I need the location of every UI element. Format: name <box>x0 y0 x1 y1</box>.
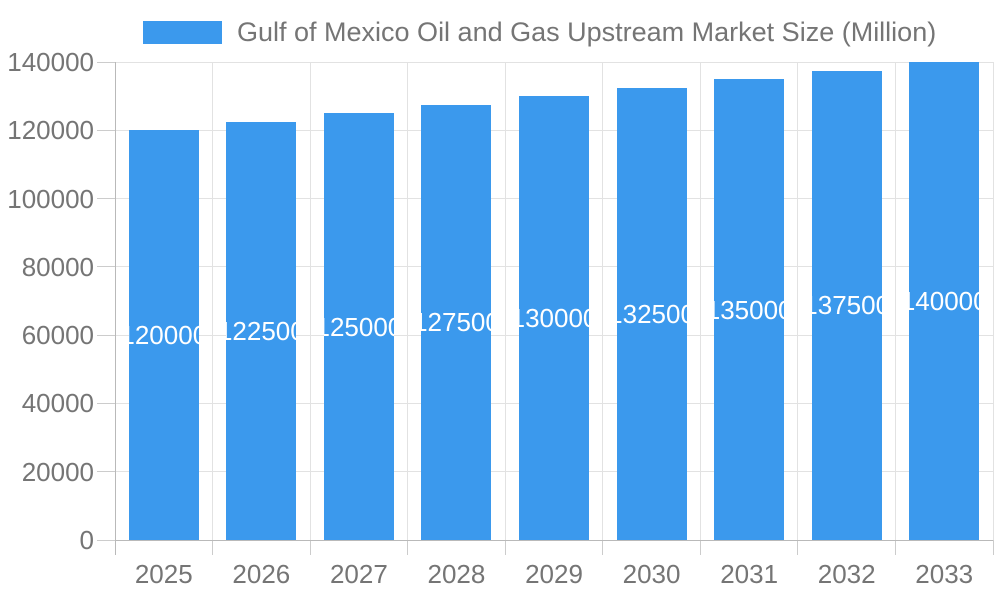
bar-2027[interactable]: 125000 <box>323 113 394 540</box>
y-axis-label: 140000 <box>7 47 94 77</box>
y-axis-tick <box>97 129 115 131</box>
x-axis-tick <box>504 540 506 555</box>
x-axis-label-2030: 2030 <box>622 559 681 589</box>
x-axis-label-2026: 2026 <box>232 559 291 589</box>
bar-2031[interactable]: 135000 <box>714 79 785 540</box>
y-axis-label: 0 <box>79 525 94 555</box>
y-axis-label: 80000 <box>21 251 94 282</box>
bar-2033[interactable]: 140000 <box>909 62 980 540</box>
gridline-vertical <box>212 62 214 540</box>
bar-value-label: 125000 <box>324 311 394 342</box>
bar-2026[interactable]: 122500 <box>226 121 297 540</box>
y-axis-tick <box>97 61 115 63</box>
x-axis-tick <box>797 540 799 555</box>
y-axis-tick <box>97 402 115 404</box>
y-axis-tick <box>97 539 115 541</box>
gridline-vertical <box>894 62 896 540</box>
x-axis-tick <box>894 540 896 555</box>
y-axis-tick <box>97 334 115 336</box>
bar-value-label: 130000 <box>519 303 589 334</box>
y-axis-label: 120000 <box>7 115 94 146</box>
gridline-vertical <box>602 62 604 540</box>
bar-value-label: 135000 <box>714 294 784 325</box>
bar-value-label: 120000 <box>129 320 199 351</box>
x-axis-label-2027: 2027 <box>329 559 388 589</box>
gridline-vertical <box>699 62 701 540</box>
x-axis-label-2029: 2029 <box>525 559 583 589</box>
x-axis-label-2025: 2025 <box>134 559 193 589</box>
x-axis-tick <box>309 540 311 555</box>
y-axis-label: 40000 <box>21 388 94 419</box>
x-axis-label-2031: 2031 <box>720 559 779 589</box>
y-axis-tick <box>97 471 115 473</box>
bar-2032[interactable]: 137500 <box>811 70 882 540</box>
bar-2030[interactable]: 132500 <box>616 87 687 540</box>
bar-2025[interactable]: 120000 <box>128 130 199 540</box>
gridline-vertical <box>309 62 311 540</box>
x-axis-tick <box>699 540 701 555</box>
gridline-vertical <box>797 62 799 540</box>
chart-legend[interactable]: Gulf of Mexico Oil and Gas Upstream Mark… <box>143 18 936 46</box>
x-axis-tick <box>602 540 604 555</box>
x-axis-tick <box>992 540 994 555</box>
legend-color-swatch <box>143 20 222 44</box>
bar-value-label: 132500 <box>617 298 687 329</box>
bar-value-label: 137500 <box>812 290 882 321</box>
legend-series-label: Gulf of Mexico Oil and Gas Upstream Mark… <box>237 17 937 47</box>
gridline-vertical <box>992 62 994 540</box>
y-axis-tick <box>97 266 115 268</box>
bar-value-label: 127500 <box>421 307 491 338</box>
gridline-vertical <box>504 62 506 540</box>
y-axis-tick <box>97 198 115 200</box>
bar-2028[interactable]: 127500 <box>421 104 492 540</box>
x-axis-label-2028: 2028 <box>427 559 486 589</box>
gridline-horizontal <box>115 61 993 63</box>
bar-2029[interactable]: 130000 <box>519 96 589 540</box>
x-axis-tick <box>407 540 409 555</box>
y-axis-label: 60000 <box>21 320 94 351</box>
y-axis-line <box>115 62 116 555</box>
x-axis-label-2033: 2033 <box>915 559 974 589</box>
gridline-vertical <box>407 62 409 540</box>
x-axis-tick <box>212 540 214 555</box>
y-axis-label: 100000 <box>7 183 94 214</box>
y-axis-label: 20000 <box>21 456 94 487</box>
x-axis-line <box>115 540 993 541</box>
bar-value-label: 122500 <box>226 315 296 346</box>
x-axis-label-2032: 2032 <box>817 559 876 589</box>
bar-value-label: 140000 <box>909 286 979 316</box>
